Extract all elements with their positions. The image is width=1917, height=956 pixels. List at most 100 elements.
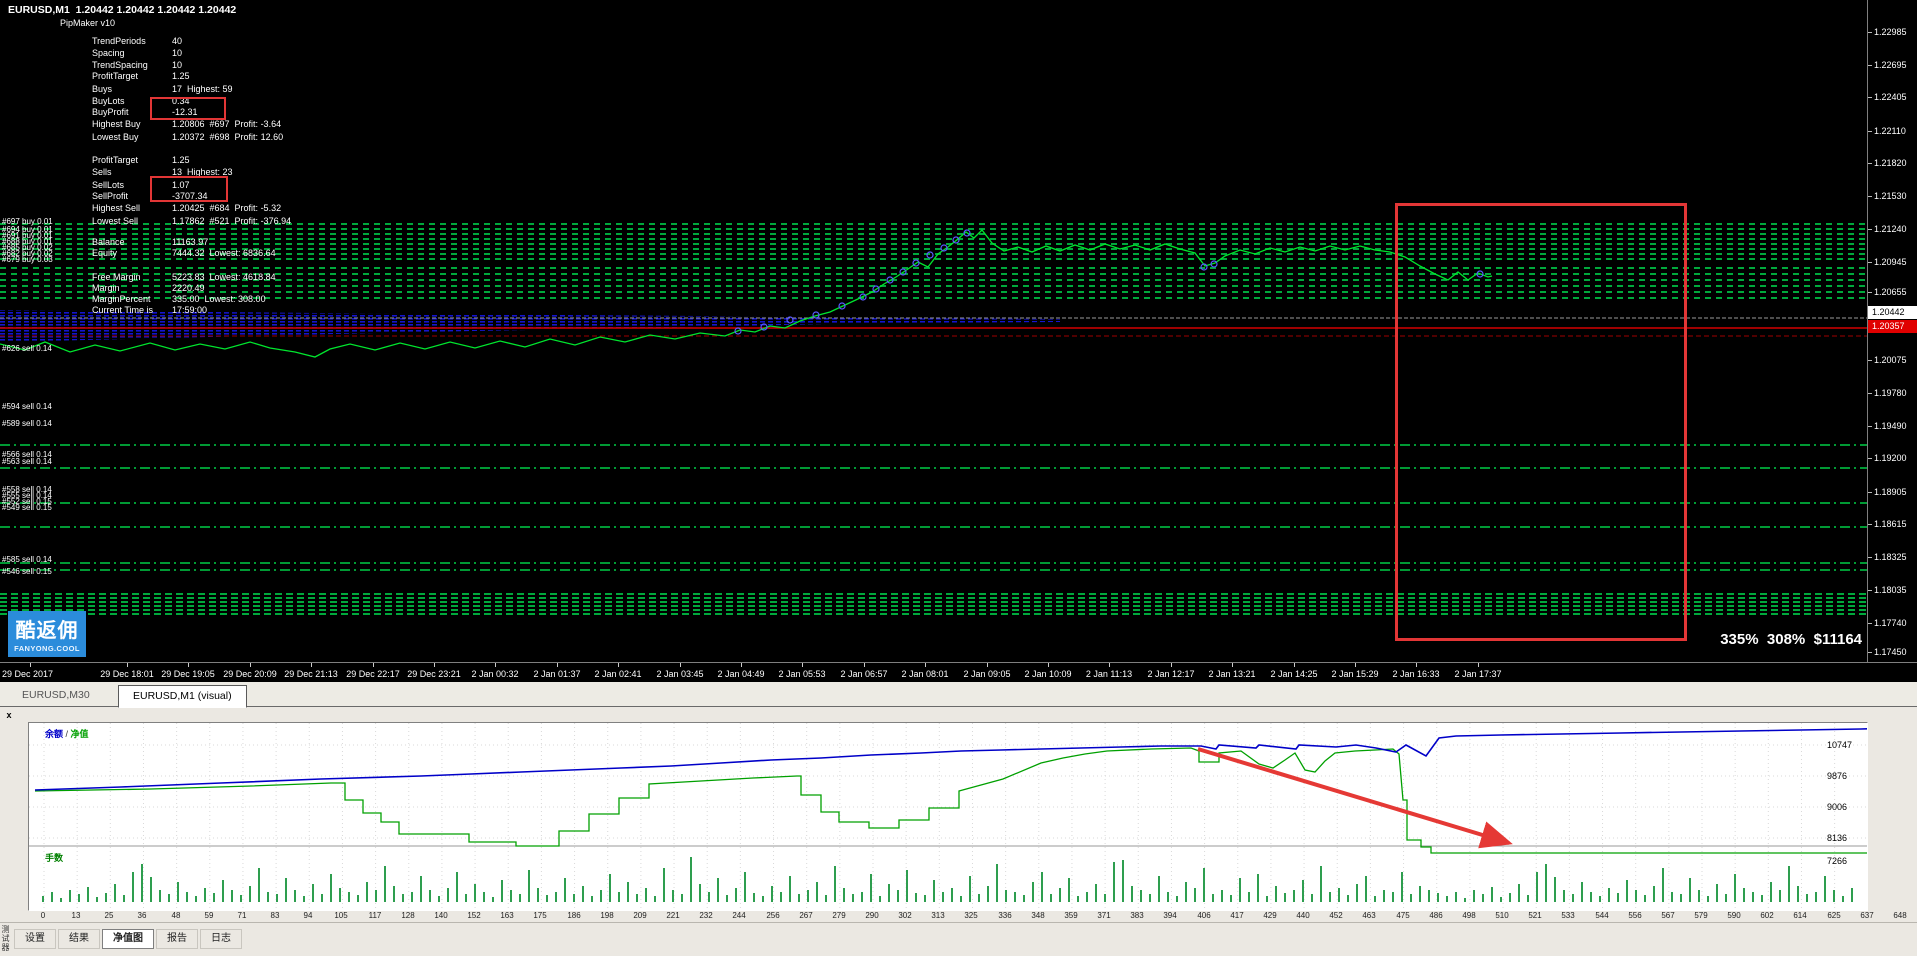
trade-number-label: 279	[832, 911, 846, 920]
time-tick	[495, 663, 496, 667]
price-axis-label: 1.17740	[1868, 618, 1907, 628]
order-label: #566 sell 0.14	[2, 450, 52, 459]
time-tick	[250, 663, 251, 667]
trade-number-label: 186	[567, 911, 581, 920]
ea-info-line: Lowest Sell 1.17862 #521 Profit: -376.94	[92, 216, 292, 226]
highlight-rectangle	[1395, 203, 1687, 641]
time-axis-label: 2 Jan 05:53	[778, 669, 826, 679]
highlight-box-sellprofit	[150, 176, 228, 202]
trade-number-label: 48	[171, 911, 181, 920]
ea-info-line: Margin 2220.49	[92, 283, 205, 293]
price-axis-label: 1.20945	[1868, 257, 1907, 267]
order-label: #585 sell 0.14	[2, 555, 52, 564]
ea-info-line: Sells 13 Highest: 23	[92, 167, 233, 177]
price-axis-label: 1.19200	[1868, 453, 1907, 463]
tester-tab-净值图[interactable]: 净值图	[102, 929, 154, 949]
balance-axis-label: 9006	[1827, 802, 1848, 812]
ea-info-line: TrendSpacing 10	[92, 60, 183, 70]
trade-number-label: 463	[1362, 911, 1376, 920]
margin-percent-overlay: 335% 308% $11164	[1720, 631, 1862, 648]
order-price-box: 1.20357	[1868, 320, 1917, 333]
price-axis-label: 1.17450	[1868, 647, 1907, 657]
tester-tab-日志[interactable]: 日志	[200, 929, 242, 949]
highlight-box-buyprofit	[150, 97, 226, 120]
trade-number-label: 394	[1163, 911, 1177, 920]
order-label: #558 sell 0.14	[2, 485, 52, 494]
order-label: #679 buy 0.03	[2, 255, 53, 264]
price-axis-label: 1.22110	[1868, 126, 1906, 136]
legend-balance: 余额	[45, 729, 64, 739]
trade-number-label: 648	[1893, 911, 1907, 920]
time-axis-label: 2 Jan 06:57	[840, 669, 888, 679]
trade-number-label: 590	[1727, 911, 1741, 920]
order-label: #685 buy 0.02	[2, 243, 53, 252]
time-tick	[311, 663, 312, 667]
order-label: #691 buy 0.01	[2, 231, 53, 240]
trade-number-label: 556	[1628, 911, 1642, 920]
chart-symbol-title: EURUSD,M1 1.20442 1.20442 1.20442 1.2044…	[8, 4, 237, 16]
order-label: #682 buy 0.02	[2, 249, 53, 258]
order-label: #694 buy 0.01	[2, 225, 53, 234]
ea-info-line: TrendPeriods 40	[92, 36, 183, 46]
price-axis[interactable]: 1.22985 1.22695 1.22405 1.22110 1.21820 1.215…	[1867, 0, 1917, 662]
trade-number-label: 406	[1197, 911, 1211, 920]
time-axis-label: 2 Jan 03:45	[656, 669, 704, 679]
trade-number-label: 83	[270, 911, 280, 920]
time-axis-label: 2 Jan 15:29	[1331, 669, 1379, 679]
ea-info-line: Lowest Buy 1.20372 #698 Profit: 12.60	[92, 132, 284, 142]
trade-number-label: 290	[865, 911, 879, 920]
price-axis-label: 1.20075	[1868, 355, 1907, 365]
time-tick	[864, 663, 865, 667]
balance-axis-label: 9876	[1827, 771, 1848, 781]
trade-number-axis: 0 13 25 36 48 59 71 83 94 105 117 128 140 152 163 175 18…	[28, 911, 1907, 923]
close-icon[interactable]: x	[6, 710, 12, 720]
tester-tab-结果[interactable]: 结果	[58, 929, 100, 949]
time-axis-label: 2 Jan 01:37	[533, 669, 581, 679]
time-axis-label: 2 Jan 17:37	[1454, 669, 1502, 679]
time-tick	[373, 663, 374, 667]
chart-tab-active[interactable]: EURUSD,M1 (visual)	[118, 685, 247, 708]
tester-tab-报告[interactable]: 报告	[156, 929, 198, 949]
time-axis-label: 2 Jan 10:09	[1024, 669, 1072, 679]
balance-graph[interactable]: 余额 / 净值 手数 10747 9876 9006 8136 7266	[28, 722, 1868, 911]
price-chart-canvas	[0, 223, 1868, 615]
price-axis-label: 1.19780	[1868, 388, 1907, 398]
time-tick	[1048, 663, 1049, 667]
time-axis-label: 2 Jan 02:41	[594, 669, 642, 679]
trade-number-label: 336	[998, 911, 1012, 920]
trade-number-label: 440	[1296, 911, 1310, 920]
ea-info-line: Free Margin 5223.83 Lowest: 4618.84	[92, 272, 276, 282]
time-axis-label: 2 Jan 12:17	[1147, 669, 1195, 679]
trade-number-label: 417	[1230, 911, 1244, 920]
price-chart[interactable]: EURUSD,M1 1.20442 1.20442 1.20442 1.2044…	[0, 0, 1917, 662]
time-axis-label: 29 Dec 22:17	[346, 669, 400, 679]
ea-name: PipMaker v10	[60, 18, 116, 28]
time-axis-label: 29 Dec 23:21	[407, 669, 461, 679]
time-axis[interactable]: 29 Dec 2017 29 Dec 18:01 29 Dec 19:05 29 De…	[0, 662, 1917, 683]
time-axis-label: 29 Dec 18:01	[100, 669, 154, 679]
time-axis-label: 2 Jan 08:01	[901, 669, 949, 679]
time-tick	[1109, 663, 1110, 667]
time-tick	[618, 663, 619, 667]
price-axis-label: 1.18035	[1868, 585, 1907, 595]
time-axis-label: 29 Dec 2017	[2, 669, 54, 679]
trade-number-label: 13	[71, 911, 81, 920]
order-label: #552 sell 0.15	[2, 497, 52, 506]
trade-number-label: 602	[1760, 911, 1774, 920]
chart-tab-inactive[interactable]: EURUSD,M30	[22, 689, 90, 701]
order-label: #626 sell 0.14	[2, 344, 52, 353]
time-axis-label: 2 Jan 14:25	[1270, 669, 1318, 679]
price-axis-label: 1.19490	[1868, 421, 1907, 431]
trade-number-label: 521	[1528, 911, 1542, 920]
tester-tab-bar: 测试器 设置 结果 净值图 报告 日志	[0, 922, 1917, 956]
trade-number-label: 140	[434, 911, 448, 920]
trade-number-label: 152	[467, 911, 481, 920]
time-tick	[1232, 663, 1233, 667]
bid-price-box: 1.20442	[1868, 306, 1917, 319]
trade-number-label: 302	[898, 911, 912, 920]
fanyong-logo-subtext: FANYONG.COOL	[14, 644, 80, 653]
tester-tab-设置[interactable]: 设置	[14, 929, 56, 949]
time-axis-label: 2 Jan 00:32	[471, 669, 519, 679]
ea-info-line: SellLots 1.07	[92, 180, 190, 190]
balance-graph-canvas	[29, 723, 1867, 910]
